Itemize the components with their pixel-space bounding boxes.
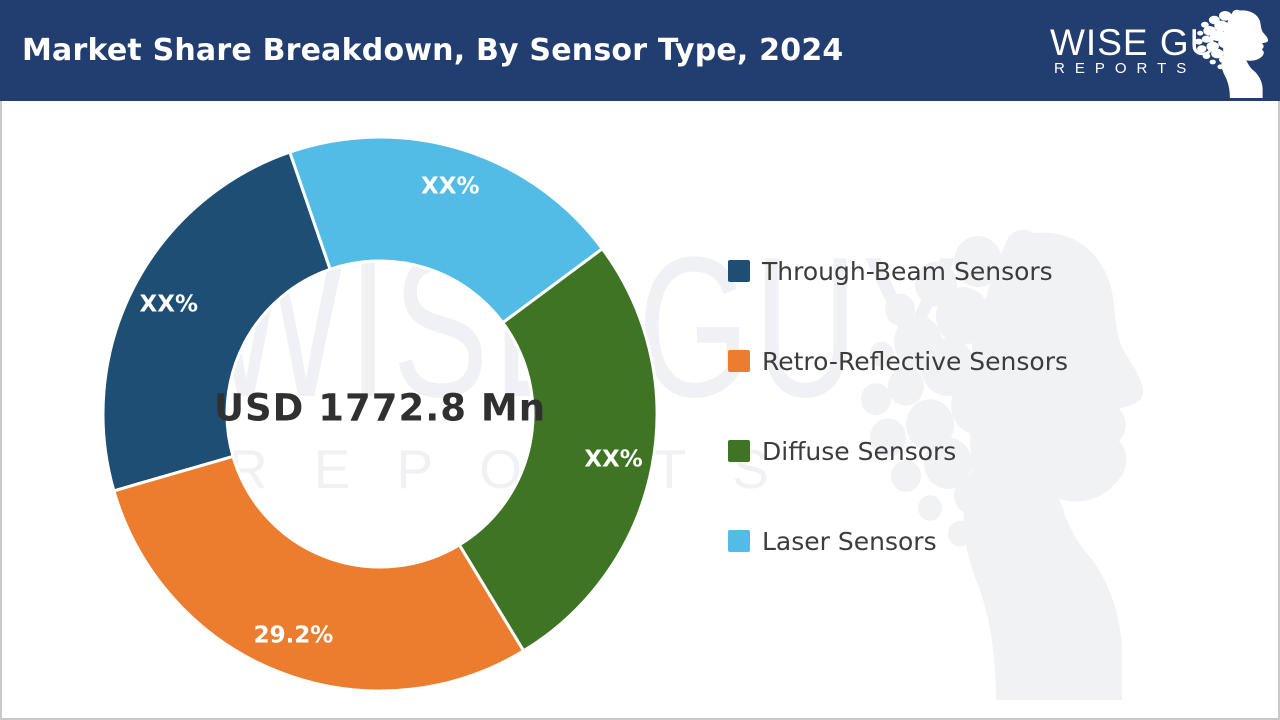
chart-title: Market Share Breakdown, By Sensor Type, … [22,33,844,68]
donut-segment-retro-reflective-sensors [112,454,526,693]
legend-label: Laser Sensors [762,526,937,556]
legend-item: Diffuse Sensors [728,436,1068,466]
segment-value-label: 29.2% [254,623,334,649]
wise-guy-logo: WISE GUY REPORTS [1032,0,1272,101]
logo-reports: REPORTS [1054,60,1197,77]
watermark-reports: REPORTS [228,442,815,497]
chart-legend: Through-Beam Sensors Retro-Reflective Se… [728,256,1068,616]
segment-value-label: XX% [584,447,643,473]
legend-item: Retro-Reflective Sensors [728,346,1068,376]
legend-item: Laser Sensors [728,526,1068,556]
donut-chart: XX% 29.2% XX% XX% USD 1772.8 Mn [101,135,659,693]
donut-segment-through-beam-sensors [101,150,332,493]
legend-label: Through-Beam Sensors [762,256,1053,286]
segment-value-label: XX% [421,174,480,200]
legend-swatch [728,440,750,462]
legend-item: Through-Beam Sensors [728,256,1068,286]
logo-face-icon [1194,9,1269,98]
legend-swatch [728,530,750,552]
donut-segment-laser-sensors [288,135,604,325]
chart-center-value: USD 1772.8 Mn [214,387,546,430]
legend-label: Retro-Reflective Sensors [762,346,1069,376]
header-bar: Market Share Breakdown, By Sensor Type, … [0,0,1280,101]
segment-value-label: XX% [140,291,199,317]
donut-segment-diffuse-sensors [457,247,659,653]
legend-label: Diffuse Sensors [762,436,957,466]
legend-swatch [728,350,750,372]
legend-swatch [728,260,750,282]
